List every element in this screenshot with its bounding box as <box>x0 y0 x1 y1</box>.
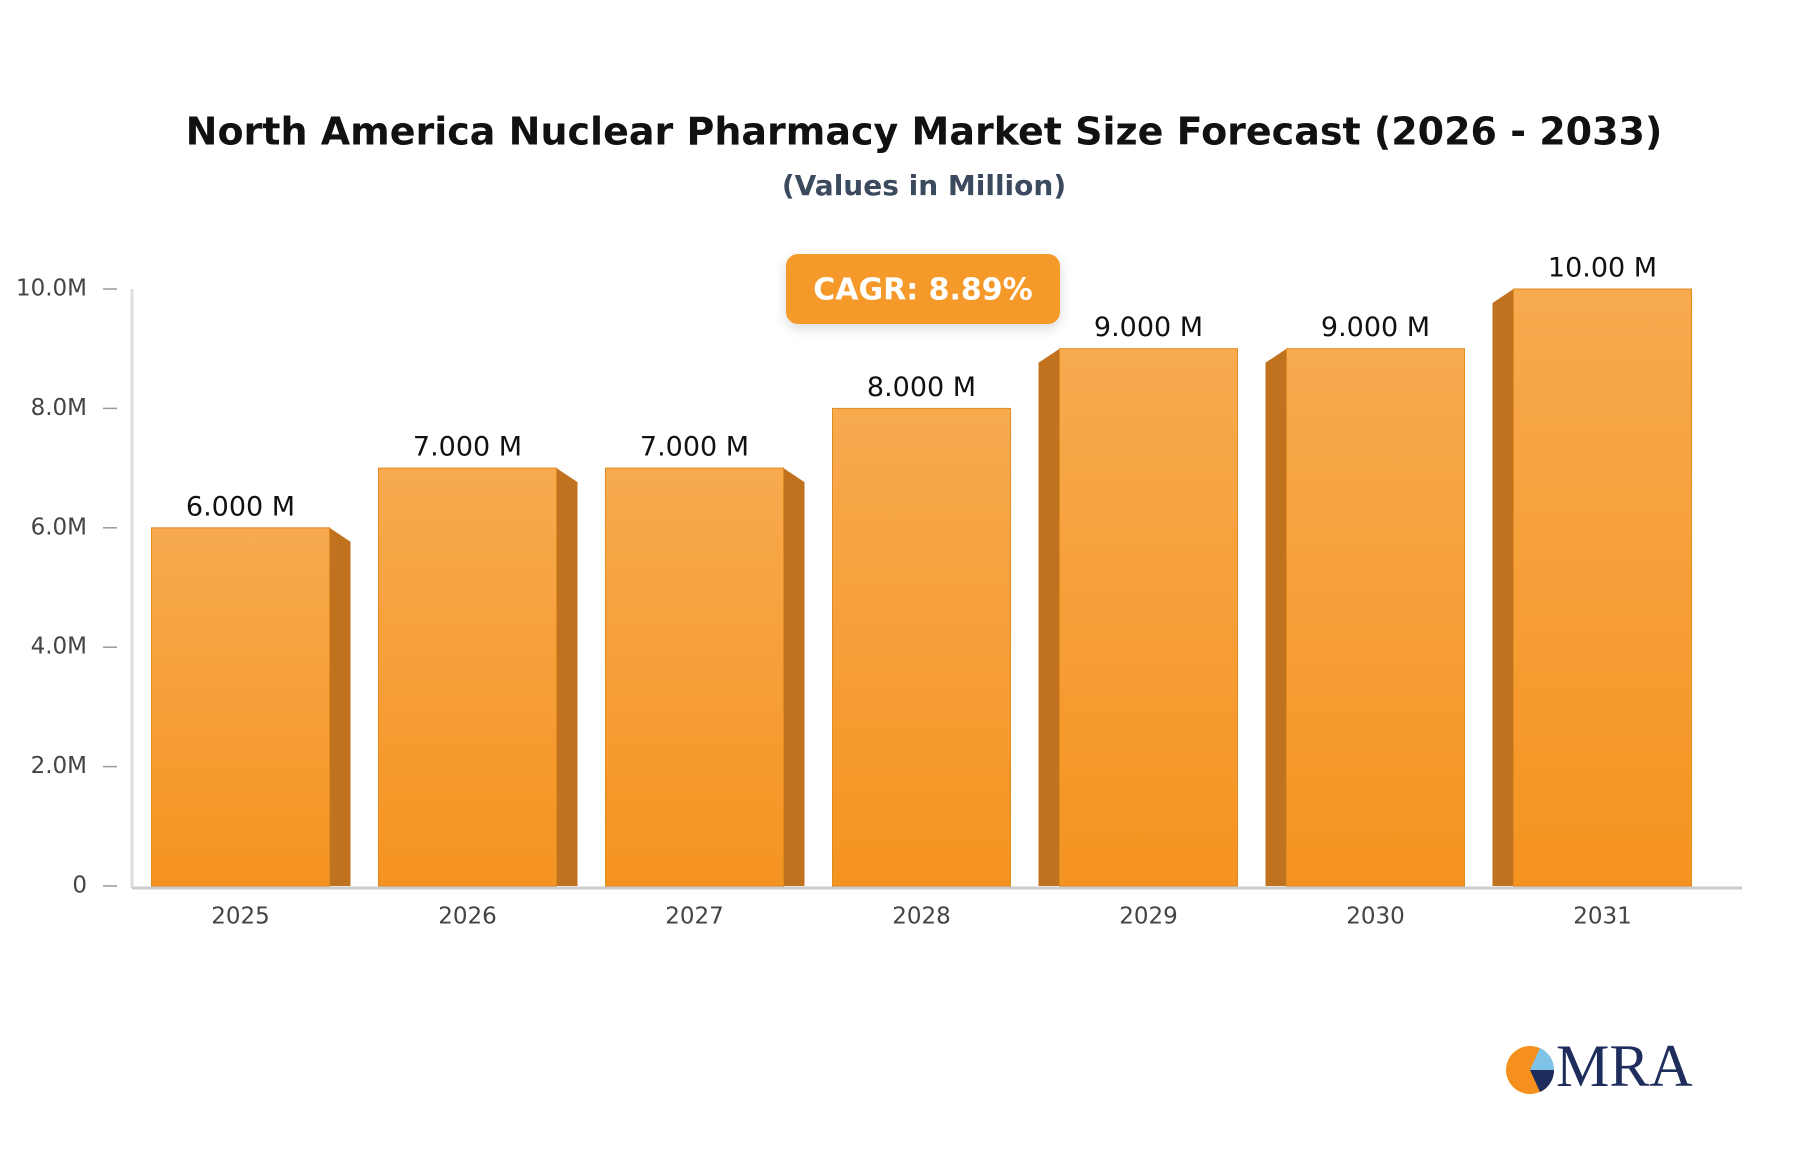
bar-side <box>783 468 805 886</box>
y-tick-label: 6.0M <box>31 514 87 540</box>
bar-side <box>1038 348 1060 886</box>
logo-text: MRA <box>1556 1033 1693 1099</box>
bar-side <box>1265 348 1287 886</box>
chart-title: North America Nuclear Pharmacy Market Si… <box>186 110 1663 154</box>
bars <box>151 288 1692 887</box>
value-label: 8.000 M <box>867 372 976 403</box>
x-tick-label: 2030 <box>1346 904 1405 930</box>
value-label: 9.000 M <box>1094 312 1203 343</box>
cagr-badge <box>786 254 1060 324</box>
bar-side <box>1492 289 1514 886</box>
y-tick-label: 10.0M <box>16 276 87 302</box>
bar <box>1513 288 1692 887</box>
bar-side <box>329 527 351 886</box>
bar-side <box>556 468 578 886</box>
bar <box>1059 348 1238 887</box>
value-label: 6.000 M <box>186 491 295 522</box>
logo: MRA <box>1506 1033 1693 1099</box>
x-tick-label: 2025 <box>211 904 270 930</box>
y-tick-label: 8.0M <box>31 395 87 421</box>
y-tick-label: 4.0M <box>31 634 87 660</box>
chart-subtitle: (Values in Million) <box>782 169 1066 202</box>
value-label: 9.000 M <box>1321 312 1430 343</box>
value-label: 10.00 M <box>1548 253 1657 284</box>
x-tick-label: 2029 <box>1119 904 1178 930</box>
logo-slice <box>1530 1048 1555 1070</box>
bar <box>605 467 784 887</box>
x-tick-label: 2027 <box>665 904 724 930</box>
logo-slice <box>1530 1070 1555 1092</box>
x-tick-label: 2026 <box>438 904 497 930</box>
cagr-label: CAGR: 8.89% <box>813 273 1032 308</box>
bar <box>832 407 1011 887</box>
value-label: 7.000 M <box>413 432 522 463</box>
y-tick-label: 2.0M <box>31 753 87 779</box>
bar <box>151 527 330 887</box>
x-tick-label: 2031 <box>1573 904 1632 930</box>
y-tick-label: 0 <box>72 873 87 899</box>
value-label: 7.000 M <box>640 432 749 463</box>
bar <box>378 467 557 887</box>
x-tick-label: 2028 <box>892 904 951 930</box>
bar <box>1286 348 1465 887</box>
